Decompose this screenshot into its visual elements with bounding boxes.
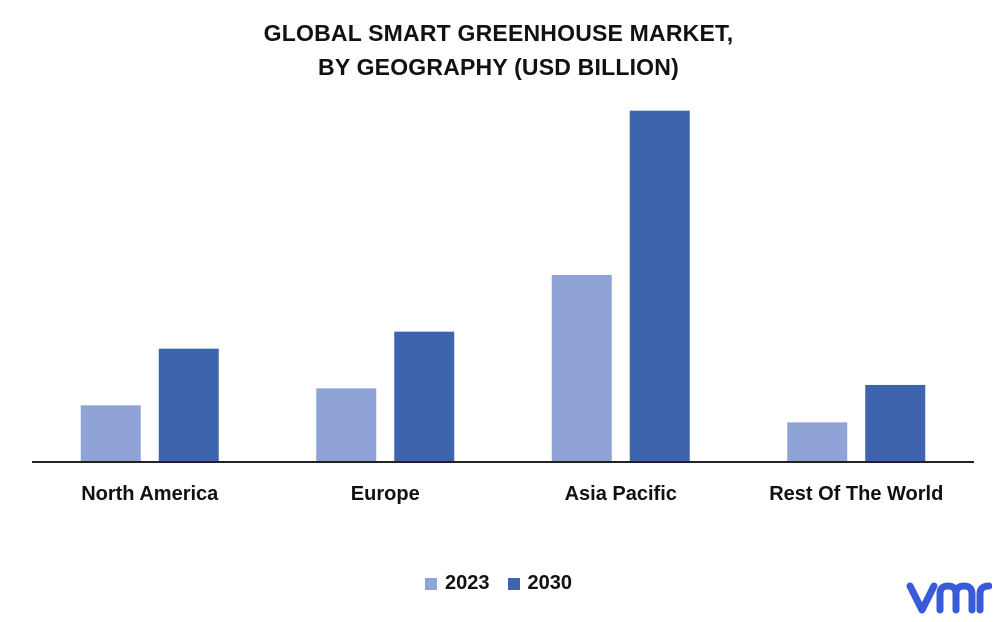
bar-europe-2023 [316,388,377,462]
bar-rest-of-the-world-2030 [865,384,926,462]
category-label-asia-pacific: Asia Pacific [565,483,677,505]
bar-north-america-2023 [80,405,141,462]
bar-rest-of-the-world-2023 [787,422,848,462]
legend-label-2023: 2023 [445,572,490,594]
legend-swatch-2030 [507,577,520,590]
category-label-europe: Europe [351,483,420,505]
bar-asia-pacific-2023 [551,275,612,462]
legend-item-2030: 2030 [507,572,573,595]
legend-item-2023: 2023 [425,572,490,595]
chart-title: GLOBAL SMART GREENHOUSE MARKET, BY GEOGR… [0,16,997,84]
vmr-logo [906,582,992,614]
category-labels: North America Europe Asia Pacific Rest Of T… [81,483,943,505]
bar-asia-pacific-2030 [629,110,690,463]
chart-title-line-2: BY GEOGRAPHY (USD BILLION) [318,54,679,80]
bar-north-america-2030 [158,348,219,462]
chart-title-line-1: GLOBAL SMART GREENHOUSE MARKET, [263,20,734,46]
legend: 2023 2030 [0,572,997,595]
legend-label-2030: 2030 [527,572,573,594]
category-label-rest-of-the-world: Rest Of The World [769,483,943,505]
category-label-north-america: North America [81,483,219,505]
bar-europe-2030 [394,331,455,462]
legend-swatch-2023 [425,577,437,590]
bars-group [80,110,926,463]
